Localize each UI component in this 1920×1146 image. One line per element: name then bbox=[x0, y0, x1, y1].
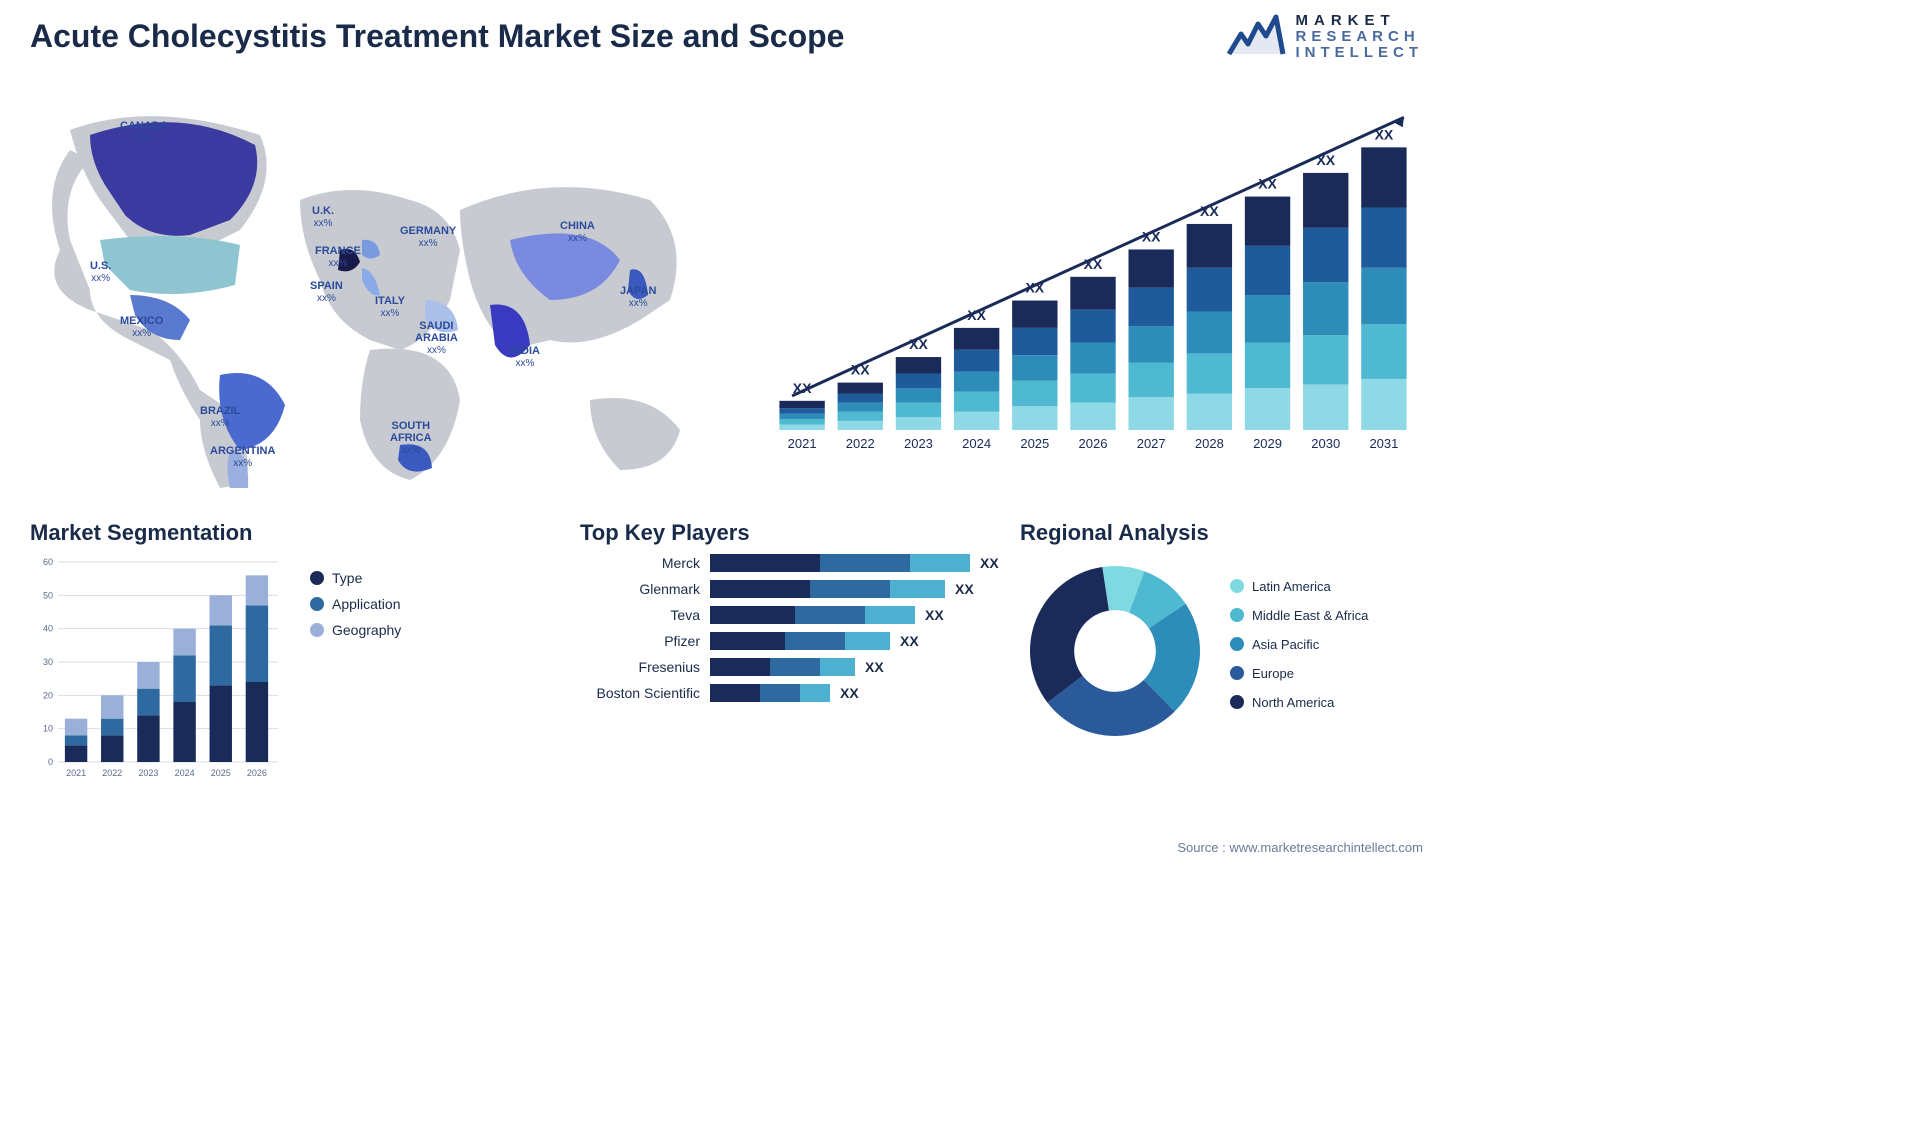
logo-line2: RESEARCH bbox=[1296, 29, 1424, 45]
svg-text:20: 20 bbox=[43, 690, 53, 700]
player-row: Pfizer XX bbox=[580, 632, 1000, 650]
svg-text:2021: 2021 bbox=[66, 768, 86, 778]
map-label: MEXICOxx% bbox=[120, 315, 163, 339]
regional-donut bbox=[1020, 556, 1210, 746]
map-label: SOUTHAFRICAxx% bbox=[390, 420, 432, 456]
player-name: Merck bbox=[580, 555, 710, 571]
svg-text:2022: 2022 bbox=[102, 768, 122, 778]
map-label: SAUDIARABIAxx% bbox=[415, 320, 458, 356]
svg-text:2025: 2025 bbox=[1020, 436, 1049, 451]
player-bar bbox=[710, 632, 890, 650]
svg-text:60: 60 bbox=[43, 557, 53, 567]
svg-text:0: 0 bbox=[48, 757, 53, 767]
player-row: Fresenius XX bbox=[580, 658, 1000, 676]
svg-text:2025: 2025 bbox=[211, 768, 231, 778]
legend-item: Geography bbox=[310, 622, 401, 638]
regional-legend: Latin America Middle East & Africa Asia Pa… bbox=[1230, 579, 1368, 724]
svg-text:2022: 2022 bbox=[846, 436, 875, 451]
svg-text:2028: 2028 bbox=[1195, 436, 1224, 451]
svg-text:10: 10 bbox=[43, 724, 53, 734]
player-row: Boston Scientific XX bbox=[580, 684, 1000, 702]
regional-section: Regional Analysis Latin America Middle Ea… bbox=[1020, 520, 1430, 746]
page-title: Acute Cholecystitis Treatment Market Siz… bbox=[30, 18, 844, 55]
source-text: Source : www.marketresearchintellect.com bbox=[1177, 840, 1423, 855]
map-label: GERMANYxx% bbox=[400, 225, 456, 249]
svg-text:2026: 2026 bbox=[247, 768, 267, 778]
player-bar bbox=[710, 606, 915, 624]
svg-text:2026: 2026 bbox=[1079, 436, 1108, 451]
legend-item: North America bbox=[1230, 695, 1368, 710]
svg-text:2029: 2029 bbox=[1253, 436, 1282, 451]
svg-text:2021: 2021 bbox=[788, 436, 817, 451]
player-name: Pfizer bbox=[580, 633, 710, 649]
svg-text:2024: 2024 bbox=[962, 436, 991, 451]
main-bar-chart: XX2021XX2022XX2023XX2024XX2025XX2026XX20… bbox=[773, 90, 1413, 470]
player-name: Teva bbox=[580, 607, 710, 623]
world-map: CANADAxx% U.S.xx% MEXICOxx% BRAZILxx% ARGENT… bbox=[30, 90, 710, 490]
legend-item: Application bbox=[310, 596, 401, 612]
player-value: XX bbox=[955, 581, 974, 597]
svg-text:2023: 2023 bbox=[904, 436, 933, 451]
player-bar bbox=[710, 658, 855, 676]
player-bar bbox=[710, 684, 830, 702]
player-row: Glenmark XX bbox=[580, 580, 1000, 598]
svg-text:2031: 2031 bbox=[1369, 436, 1398, 451]
map-label: BRAZILxx% bbox=[200, 405, 240, 429]
segmentation-title: Market Segmentation bbox=[30, 520, 550, 546]
player-name: Fresenius bbox=[580, 659, 710, 675]
legend-item: Type bbox=[310, 570, 401, 586]
segmentation-section: Market Segmentation 0 10 20 30 40 50 60 2021 202… bbox=[30, 520, 550, 784]
player-value: XX bbox=[900, 633, 919, 649]
player-row: Teva XX bbox=[580, 606, 1000, 624]
svg-text:40: 40 bbox=[43, 624, 53, 634]
svg-text:2024: 2024 bbox=[175, 768, 195, 778]
player-bar bbox=[710, 554, 970, 572]
player-value: XX bbox=[980, 555, 999, 571]
map-label: INDIAxx% bbox=[510, 345, 540, 369]
segmentation-legend: Type Application Geography bbox=[310, 570, 401, 648]
legend-item: Middle East & Africa bbox=[1230, 608, 1368, 623]
player-row: Merck XX bbox=[580, 554, 1000, 572]
logo-line1: MARKET bbox=[1296, 13, 1424, 29]
map-label: CANADAxx% bbox=[120, 120, 168, 144]
map-label: CHINAxx% bbox=[560, 220, 595, 244]
player-bar bbox=[710, 580, 945, 598]
map-label: JAPANxx% bbox=[620, 285, 656, 309]
player-name: Glenmark bbox=[580, 581, 710, 597]
svg-text:2023: 2023 bbox=[138, 768, 158, 778]
player-name: Boston Scientific bbox=[580, 685, 710, 701]
legend-item: Asia Pacific bbox=[1230, 637, 1368, 652]
logo-icon bbox=[1226, 12, 1286, 62]
brand-logo: MARKET RESEARCH INTELLECT bbox=[1226, 12, 1424, 62]
svg-text:50: 50 bbox=[43, 590, 53, 600]
player-value: XX bbox=[865, 659, 884, 675]
map-label: U.K.xx% bbox=[312, 205, 334, 229]
player-value: XX bbox=[925, 607, 944, 623]
map-label: ARGENTINAxx% bbox=[210, 445, 275, 469]
map-label: ITALYxx% bbox=[375, 295, 405, 319]
logo-line3: INTELLECT bbox=[1296, 45, 1424, 61]
legend-item: Latin America bbox=[1230, 579, 1368, 594]
svg-text:2030: 2030 bbox=[1311, 436, 1340, 451]
map-label: U.S.xx% bbox=[90, 260, 111, 284]
segmentation-chart: 0 10 20 30 40 50 60 2021 2022 2023 2024 2025 2026 bbox=[30, 554, 280, 784]
map-label: SPAINxx% bbox=[310, 280, 343, 304]
players-section: Top Key Players MerckXXGlenmarkXXTevaXXP… bbox=[580, 520, 1000, 710]
svg-text:2027: 2027 bbox=[1137, 436, 1166, 451]
players-title: Top Key Players bbox=[580, 520, 1000, 546]
regional-title: Regional Analysis bbox=[1020, 520, 1430, 546]
svg-text:30: 30 bbox=[43, 657, 53, 667]
player-value: XX bbox=[840, 685, 859, 701]
map-label: FRANCExx% bbox=[315, 245, 361, 269]
legend-item: Europe bbox=[1230, 666, 1368, 681]
